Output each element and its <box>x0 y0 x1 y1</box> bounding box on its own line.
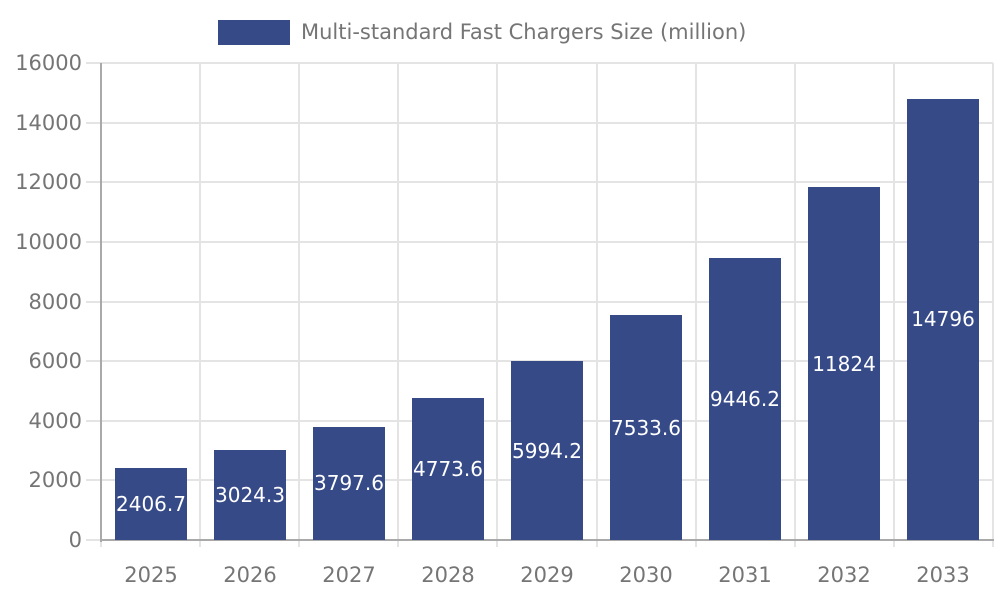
y-axis-tick <box>86 479 101 481</box>
y-axis-tick-label: 14000 <box>15 111 82 135</box>
bar-2030[interactable] <box>610 315 682 540</box>
y-axis-tick-label: 0 <box>68 528 82 552</box>
bar-2027[interactable] <box>313 426 385 540</box>
gridline-vertical <box>298 63 300 540</box>
x-axis-tick-label: 2031 <box>718 563 772 587</box>
y-axis-tick <box>86 241 101 243</box>
x-axis-tick <box>496 540 498 547</box>
y-axis-tick <box>86 122 101 124</box>
bar-value-label: 5994.2 <box>512 439 582 463</box>
x-axis-tick <box>397 540 399 547</box>
x-axis-tick-label: 2028 <box>421 563 475 587</box>
y-axis-tick-label: 8000 <box>28 290 82 314</box>
y-axis-tick <box>86 301 101 303</box>
bar-2029[interactable] <box>511 361 583 540</box>
bar-2033[interactable] <box>907 98 979 540</box>
x-axis-tick <box>100 540 102 547</box>
bar-2032[interactable] <box>808 187 880 540</box>
gridline-horizontal <box>101 62 993 64</box>
x-axis-tick-label: 2032 <box>817 563 871 587</box>
bar-value-label: 14796 <box>911 307 975 331</box>
gridline-vertical <box>199 63 201 540</box>
bar-value-label: 11824 <box>812 352 876 376</box>
y-axis-tick <box>86 62 101 64</box>
x-axis-tick-label: 2025 <box>124 563 178 587</box>
gridline-horizontal <box>101 360 993 362</box>
x-axis-line <box>100 539 994 541</box>
y-axis-tick-label: 6000 <box>28 349 82 373</box>
bar-value-label: 4773.6 <box>413 457 483 481</box>
x-axis-tick <box>596 540 598 547</box>
y-axis-tick-label: 4000 <box>28 409 82 433</box>
x-axis-tick <box>893 540 895 547</box>
x-axis-tick-label: 2026 <box>223 563 277 587</box>
gridline-horizontal <box>101 122 993 124</box>
x-axis-tick <box>199 540 201 547</box>
y-axis-line <box>100 63 102 542</box>
y-axis-tick <box>86 181 101 183</box>
bar-value-label: 3024.3 <box>215 483 285 507</box>
y-axis-tick <box>86 420 101 422</box>
bar-value-label: 7533.6 <box>611 416 681 440</box>
gridline-vertical <box>596 63 598 540</box>
y-axis-tick <box>86 360 101 362</box>
x-axis-tick <box>298 540 300 547</box>
y-axis-tick-label: 16000 <box>15 51 82 75</box>
bar-2025[interactable] <box>115 468 187 540</box>
legend[interactable]: Multi-standard Fast Chargers Size (milli… <box>218 20 746 45</box>
bar-value-label: 2406.7 <box>116 492 186 516</box>
gridline-vertical <box>397 63 399 540</box>
gridline-vertical <box>893 63 895 540</box>
bar-2026[interactable] <box>214 449 286 540</box>
gridline-vertical <box>794 63 796 540</box>
x-axis-tick-label: 2030 <box>619 563 673 587</box>
x-axis-tick <box>992 540 994 547</box>
legend-label[interactable]: Multi-standard Fast Chargers Size (milli… <box>301 20 747 44</box>
x-axis-tick <box>695 540 697 547</box>
x-axis-tick <box>794 540 796 547</box>
legend-swatch-icon[interactable] <box>218 20 290 45</box>
bar-2031[interactable] <box>709 258 781 540</box>
y-axis-tick-label: 12000 <box>15 170 82 194</box>
gridline-horizontal <box>101 181 993 183</box>
gridline-vertical <box>695 63 697 540</box>
x-axis-tick-label: 2029 <box>520 563 574 587</box>
x-axis-tick-label: 2027 <box>322 563 376 587</box>
gridline-vertical <box>992 63 994 540</box>
bar-value-label: 9446.2 <box>710 387 780 411</box>
x-axis-tick-label: 2033 <box>916 563 970 587</box>
gridline-horizontal <box>101 301 993 303</box>
bar-value-label: 3797.6 <box>314 471 384 495</box>
y-axis-tick-label: 2000 <box>28 468 82 492</box>
y-axis-tick-label: 10000 <box>15 230 82 254</box>
gridline-vertical <box>496 63 498 540</box>
gridline-horizontal <box>101 241 993 243</box>
bar-2028[interactable] <box>412 397 484 540</box>
y-axis-tick <box>86 539 101 541</box>
